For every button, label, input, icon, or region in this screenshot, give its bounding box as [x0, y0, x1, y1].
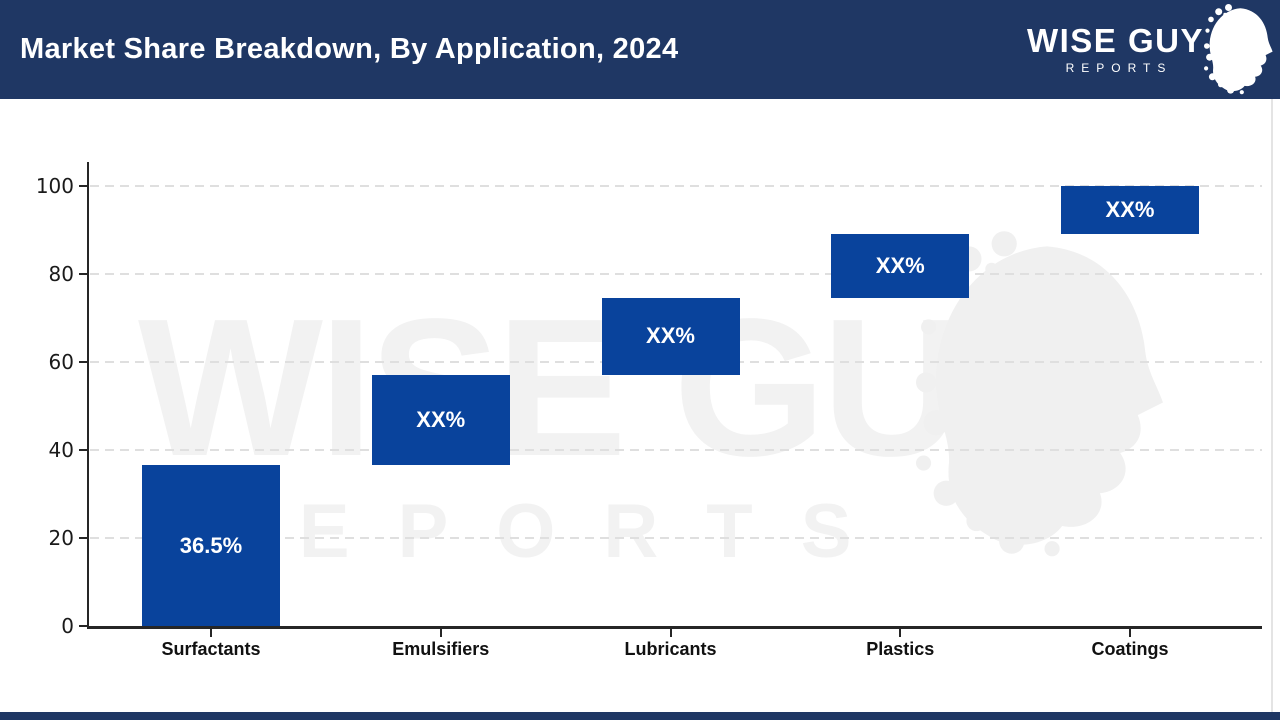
- bar-value-label: XX%: [416, 407, 466, 433]
- y-tick-label-80: 80: [48, 262, 74, 286]
- bar-value-label: 36.5%: [179, 532, 243, 558]
- x-label-lubricants: Lubricants: [624, 639, 717, 659]
- x-tick-lubricants: [669, 629, 672, 637]
- y-tick-60: [79, 361, 87, 363]
- y-tick-label-0: 0: [61, 614, 74, 638]
- wise-guy-reports-logo: WISE GUY REPORTS: [1027, 0, 1273, 99]
- gridline-y-100: [90, 185, 1262, 187]
- bar-value-label: XX%: [1105, 197, 1155, 223]
- x-label-surfactants: Surfactants: [161, 639, 261, 659]
- y-tick-100: [79, 185, 87, 187]
- x-axis-line: [87, 626, 1262, 629]
- y-axis-line: [87, 162, 89, 628]
- gridline-y-40: [90, 449, 1262, 451]
- bar-lubricants: [601, 298, 740, 375]
- bar-coatings: [1061, 186, 1199, 235]
- x-label-emulsifiers: Emulsifiers: [392, 639, 490, 659]
- gridline-y-20: [90, 537, 1262, 539]
- y-tick-label-20: 20: [48, 526, 74, 550]
- logo-face-icon: [1204, 4, 1273, 95]
- bar-surfactants: [142, 465, 280, 626]
- watermark-text-reports: REPORTS: [196, 489, 900, 574]
- bar-value-label: XX%: [875, 253, 925, 279]
- y-tick-label-100: 100: [35, 174, 74, 198]
- x-tick-plastics: [899, 629, 902, 637]
- y-tick-40: [79, 449, 87, 451]
- footer-bar: [0, 712, 1280, 720]
- bar-value-label: XX%: [646, 323, 695, 349]
- logo-text: WISE GUY REPORTS: [1026, 22, 1204, 76]
- y-tick-label-60: 60: [48, 350, 74, 374]
- x-tick-coatings: [1129, 629, 1131, 637]
- logo-reports-label: REPORTS: [1065, 61, 1173, 75]
- y-tick-20: [79, 537, 87, 539]
- y-tick-label-40: 40: [48, 438, 74, 462]
- gridline-y-80: [90, 273, 1262, 275]
- bar-plastics: [831, 234, 970, 299]
- right-edge-line: [1271, 99, 1273, 712]
- x-tick-surfactants: [210, 629, 212, 637]
- x-label-coatings: Coatings: [1091, 639, 1169, 659]
- header-bar: Market Share Breakdown, By Application, …: [0, 0, 1280, 99]
- bar-emulsifiers: [371, 374, 510, 466]
- page-title: Market Share Breakdown, By Application, …: [20, 33, 679, 65]
- y-tick-80: [79, 273, 87, 275]
- x-label-plastics: Plastics: [866, 639, 935, 659]
- x-tick-emulsifiers: [439, 629, 442, 637]
- y-tick-0: [79, 625, 87, 627]
- logo-wiseguy-label: WISE GUY: [1026, 22, 1204, 59]
